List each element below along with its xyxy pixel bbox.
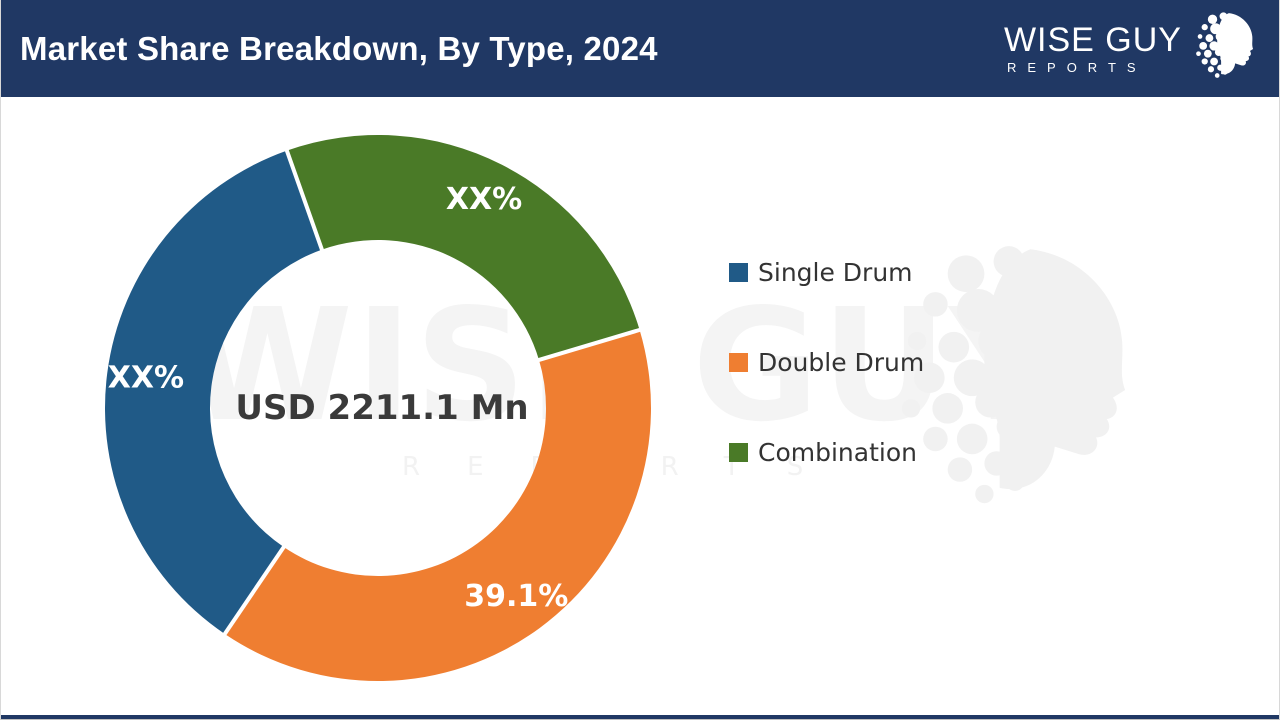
page-title: Market Share Breakdown, By Type, 2024 (20, 29, 658, 67)
brand-face-icon (1196, 11, 1254, 78)
legend-swatch-double-drum (729, 352, 748, 372)
legend-item-combination: Combination (729, 433, 924, 471)
footer-bar (0, 715, 1280, 720)
brand-logo-text: WISE GUY REPORTS (1004, 23, 1182, 74)
legend-item-double-drum: Double Drum (729, 343, 924, 381)
legend-swatch-combination (729, 442, 748, 462)
slice-label-combination: XX% (446, 182, 522, 217)
slice-gap (222, 542, 288, 636)
slice-single-drum (104, 150, 322, 634)
slice-gap (284, 149, 326, 255)
brand-subname: REPORTS (1006, 60, 1147, 75)
legend-label: Single Drum (758, 257, 913, 287)
slice-label-double-drum: 39.1% (464, 579, 568, 614)
legend-label: Double Drum (758, 347, 925, 377)
legend-label: Combination (758, 437, 917, 467)
slice-double-drum (224, 329, 652, 682)
header-bar: Market Share Breakdown, By Type, 2024 WI… (0, 0, 1280, 97)
legend: Single Drum Double Drum Combination (729, 253, 924, 471)
legend-item-single-drum: Single Drum (729, 253, 924, 291)
slice-gap (534, 327, 642, 364)
donut-center-label: USD 2211.1 Mn (235, 388, 529, 428)
slice-combination (286, 135, 640, 360)
slice-label-single-drum: XX% (108, 361, 184, 396)
brand-name: WISE GUY (1003, 21, 1182, 59)
legend-swatch-single-drum (729, 262, 748, 282)
brand-logo: WISE GUY REPORTS (1004, 7, 1264, 91)
